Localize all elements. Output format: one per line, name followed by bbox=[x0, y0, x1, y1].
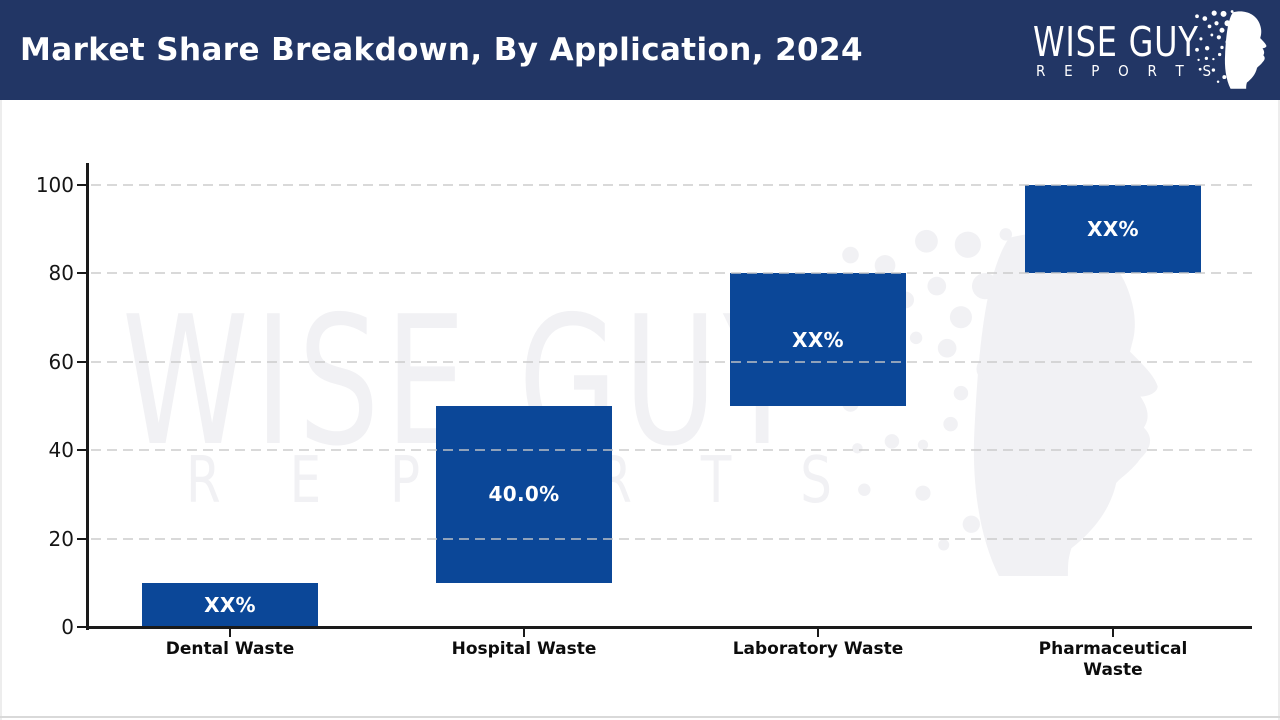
y-tick-label-20: 20 bbox=[48, 526, 74, 551]
y-tick-label-60: 60 bbox=[48, 349, 74, 374]
bar-value-label-hospital-waste: 40.0% bbox=[488, 482, 560, 507]
category-label-hospital-waste: Hospital Waste bbox=[451, 639, 597, 659]
gridline-20 bbox=[91, 537, 1252, 540]
category-label-pharmaceutical-waste: Pharmaceutical Waste bbox=[1038, 639, 1188, 680]
bar-value-label-pharmaceutical-waste: XX% bbox=[1087, 217, 1139, 242]
gridline-100 bbox=[91, 184, 1252, 186]
y-tick-mark-0 bbox=[77, 626, 86, 628]
bar-value-label-dental-waste: XX% bbox=[204, 592, 256, 617]
y-axis-line bbox=[86, 163, 89, 630]
x-tick-mark-dental-waste bbox=[229, 629, 231, 637]
x-tick-mark-laboratory-waste bbox=[817, 629, 819, 637]
brand-subtext: R E P O R T S bbox=[1036, 62, 1219, 80]
brand-face-icon bbox=[1190, 6, 1268, 92]
y-tick-label-0: 0 bbox=[61, 615, 74, 639]
bottom-edge-rule bbox=[0, 716, 1280, 718]
right-edge-rule bbox=[1278, 100, 1280, 720]
bar-hospital-waste: 40.0% bbox=[436, 406, 612, 583]
bar-laboratory-waste: XX% bbox=[730, 273, 906, 406]
gridline-40 bbox=[91, 449, 1252, 452]
brand-wordmark: WISE GUY bbox=[1033, 18, 1199, 66]
y-tick-mark-60 bbox=[77, 360, 86, 363]
header-bar: Market Share Breakdown, By Application, … bbox=[0, 0, 1280, 100]
gridline-80 bbox=[91, 272, 1252, 275]
bar-dental-waste: XX% bbox=[142, 582, 318, 627]
x-tick-mark-hospital-waste bbox=[523, 629, 525, 637]
y-tick-mark-80 bbox=[77, 272, 86, 275]
category-label-dental-waste: Dental Waste bbox=[165, 639, 295, 659]
x-tick-mark-pharmaceutical-waste bbox=[1112, 629, 1114, 637]
bar-pharmaceutical-waste: XX% bbox=[1025, 185, 1201, 274]
y-tick-label-100: 100 bbox=[35, 173, 74, 197]
chart-title: Market Share Breakdown, By Application, … bbox=[20, 32, 863, 68]
y-tick-label-40: 40 bbox=[48, 438, 74, 463]
y-tick-mark-100 bbox=[77, 184, 86, 186]
category-label-laboratory-waste: Laboratory Waste bbox=[732, 639, 904, 659]
y-tick-mark-20 bbox=[77, 537, 86, 540]
y-tick-mark-40 bbox=[77, 449, 86, 452]
left-edge-rule bbox=[0, 100, 2, 720]
y-tick-label-80: 80 bbox=[48, 261, 74, 286]
bar-value-label-laboratory-waste: XX% bbox=[792, 327, 844, 352]
gridline-60 bbox=[91, 360, 1252, 363]
x-axis-line bbox=[86, 626, 1252, 629]
